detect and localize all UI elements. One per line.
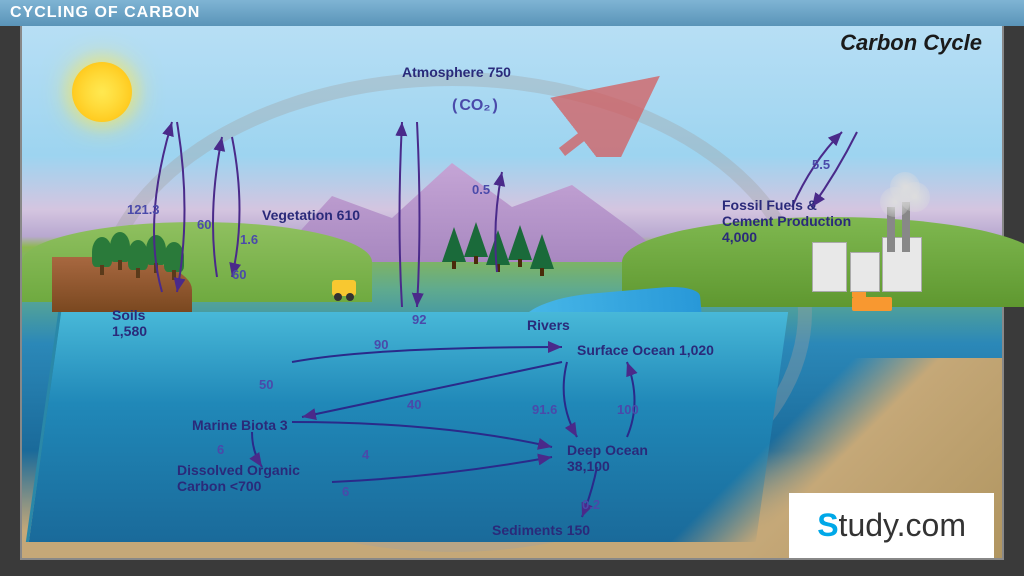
label-deep_ocean: Deep Ocean38,100 bbox=[567, 442, 648, 474]
co2-label: CO₂ bbox=[452, 97, 498, 115]
label-fossil: Fossil Fuels &Cement Production4,000 bbox=[722, 197, 851, 245]
flux-f6b: 6 bbox=[342, 484, 349, 499]
flux-f0_2: 0.2 bbox=[582, 497, 600, 512]
flux-f40: 40 bbox=[407, 397, 421, 412]
forest-left bbox=[92, 232, 212, 277]
red-arrow bbox=[542, 67, 682, 157]
flux-f121_3: 121.3 bbox=[127, 202, 160, 217]
flux-f4: 4 bbox=[362, 447, 369, 462]
carbon-cycle-diagram: Carbon Cycle CO₂ Atmosphere 750 Vegetatio… bbox=[20, 20, 1004, 560]
label-surface_ocean: Surface Ocean 1,020 bbox=[577, 342, 714, 358]
flux-f90: 90 bbox=[374, 337, 388, 352]
diagram-title: Carbon Cycle bbox=[840, 30, 982, 56]
watermark: Study.com bbox=[789, 493, 994, 558]
truck-icon bbox=[852, 297, 892, 311]
flux-f0_5: 0.5 bbox=[472, 182, 490, 197]
sun-icon bbox=[72, 62, 132, 122]
flux-f100: 100 bbox=[617, 402, 639, 417]
page-header: CYCLING OF CARBON bbox=[0, 0, 1024, 26]
flux-f50: 50 bbox=[259, 377, 273, 392]
label-marine_biota: Marine Biota 3 bbox=[192, 417, 288, 433]
flux-f5_5: 5.5 bbox=[812, 157, 830, 172]
label-vegetation: Vegetation 610 bbox=[262, 207, 360, 223]
flux-f6a: 6 bbox=[217, 442, 224, 457]
pines bbox=[442, 222, 562, 277]
label-sediments: Sediments 150 bbox=[492, 522, 590, 538]
flux-f60a: 60 bbox=[197, 217, 211, 232]
flux-f92: 92 bbox=[412, 312, 426, 327]
flux-f60b: 60 bbox=[232, 267, 246, 282]
flux-f1_6: 1.6 bbox=[240, 232, 258, 247]
tractor-icon bbox=[332, 280, 356, 296]
label-dissolved: Dissolved OrganicCarbon <700 bbox=[177, 462, 300, 494]
label-rivers: Rivers bbox=[527, 317, 570, 333]
flux-f91_6: 91.6 bbox=[532, 402, 557, 417]
label-soils: Soils1,580 bbox=[112, 307, 147, 339]
label-atmosphere: Atmosphere 750 bbox=[402, 64, 511, 80]
